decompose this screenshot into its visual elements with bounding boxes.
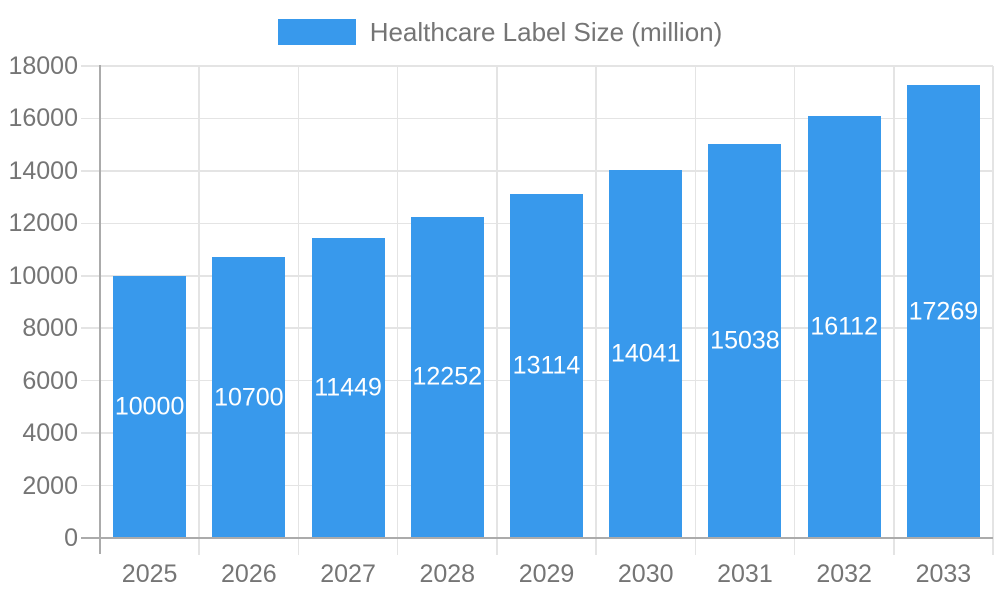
x-axis-line bbox=[81, 537, 993, 539]
bar-value-label: 15038 bbox=[710, 326, 780, 355]
v-gridline bbox=[992, 66, 994, 538]
bar[interactable] bbox=[212, 257, 286, 538]
x-axis-tick bbox=[396, 538, 399, 555]
y-tick-label: 14000 bbox=[8, 156, 78, 185]
x-axis-tick bbox=[297, 538, 300, 555]
x-axis-tick bbox=[793, 538, 796, 555]
y-tick-label: 2000 bbox=[22, 471, 78, 500]
v-gridline bbox=[396, 66, 399, 538]
x-axis-tick bbox=[893, 538, 895, 555]
x-tick-label: 2028 bbox=[419, 560, 476, 588]
bar[interactable] bbox=[510, 194, 583, 538]
v-gridline bbox=[496, 66, 498, 538]
bar[interactable] bbox=[708, 143, 782, 538]
y-tick-label: 6000 bbox=[22, 366, 78, 395]
v-gridline bbox=[297, 66, 300, 538]
bar[interactable] bbox=[906, 85, 980, 538]
x-tick-label: 2030 bbox=[617, 560, 674, 588]
legend-label: Healthcare Label Size (million) bbox=[369, 16, 723, 47]
bar-value-label: 10700 bbox=[214, 383, 284, 412]
bar[interactable] bbox=[609, 169, 683, 538]
bar[interactable] bbox=[113, 275, 187, 538]
h-gridline bbox=[81, 117, 993, 120]
bar-value-label: 16112 bbox=[810, 312, 878, 341]
legend[interactable]: Healthcare Label Size (million) bbox=[0, 17, 1000, 47]
v-gridline bbox=[595, 66, 597, 538]
y-tick-label: 4000 bbox=[22, 419, 78, 448]
x-tick-label: 2025 bbox=[121, 560, 178, 588]
legend-swatch bbox=[277, 19, 356, 45]
x-tick-label: 2026 bbox=[221, 560, 277, 588]
bar-value-label: 13114 bbox=[512, 351, 581, 380]
x-tick-label: 2031 bbox=[717, 560, 773, 588]
v-gridline bbox=[793, 66, 796, 538]
x-tick-label: 2027 bbox=[320, 560, 376, 588]
x-tick-label: 2029 bbox=[518, 560, 575, 588]
bar[interactable] bbox=[807, 115, 881, 538]
y-axis-line bbox=[99, 65, 101, 554]
bar[interactable] bbox=[311, 237, 385, 538]
bar-value-label: 10000 bbox=[114, 392, 185, 421]
y-tick-label: 8000 bbox=[22, 314, 78, 343]
x-axis-tick bbox=[595, 538, 597, 555]
y-tick-label: 12000 bbox=[8, 209, 78, 238]
y-tick-label: 0 bbox=[64, 524, 78, 552]
y-tick-label: 10000 bbox=[8, 261, 78, 290]
bar-value-label: 12252 bbox=[412, 362, 483, 391]
bar-value-label: 11449 bbox=[314, 373, 382, 402]
y-tick-label: 16000 bbox=[8, 104, 78, 133]
h-gridline bbox=[81, 170, 993, 172]
h-gridline bbox=[81, 65, 993, 67]
y-tick-label: 18000 bbox=[8, 52, 78, 80]
bar-value-label: 14041 bbox=[610, 339, 681, 368]
bar-value-label: 17269 bbox=[908, 297, 979, 326]
x-tick-label: 2033 bbox=[915, 560, 972, 588]
x-axis-tick bbox=[992, 538, 994, 555]
x-tick-label: 2032 bbox=[816, 560, 872, 588]
bar[interactable] bbox=[410, 216, 484, 538]
x-axis-tick bbox=[694, 538, 697, 555]
x-axis-tick bbox=[496, 538, 498, 555]
x-axis-tick bbox=[198, 538, 200, 555]
v-gridline bbox=[694, 66, 697, 538]
v-gridline bbox=[893, 66, 895, 538]
v-gridline bbox=[198, 66, 200, 538]
